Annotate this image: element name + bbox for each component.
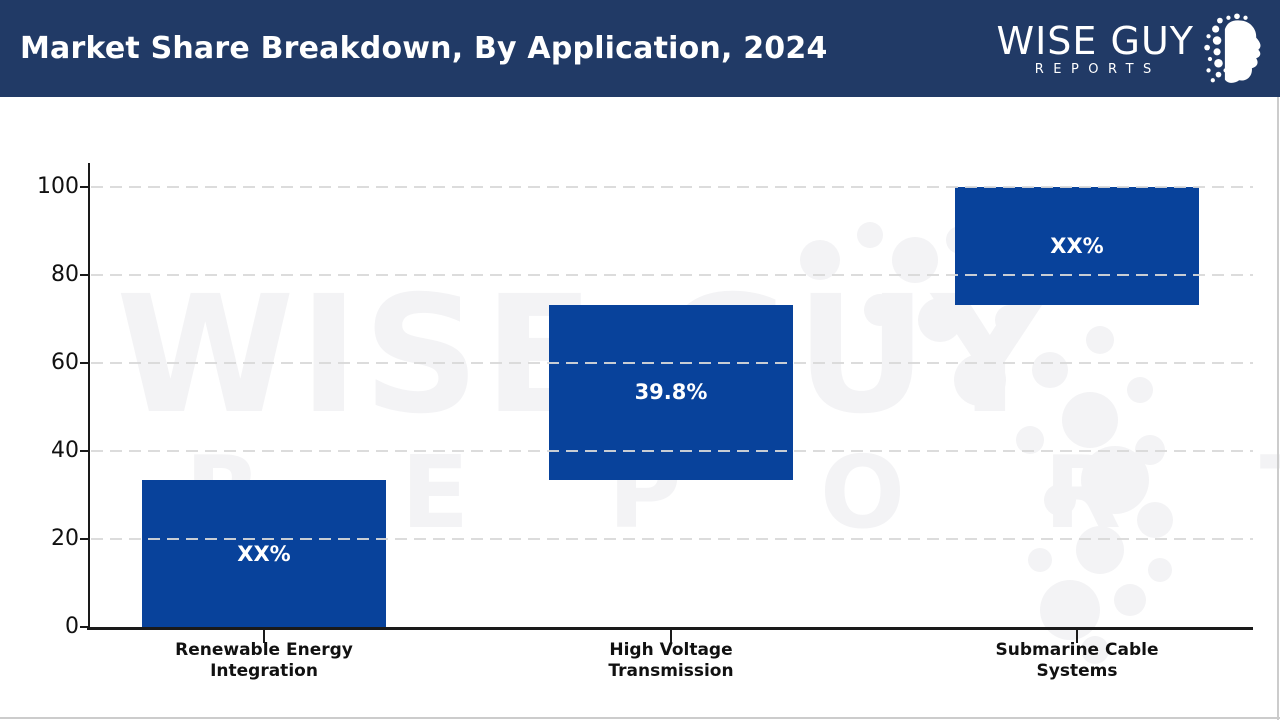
bar-value-label: XX% bbox=[237, 541, 291, 566]
gridline-y100 bbox=[91, 186, 1253, 188]
y-tick-mark bbox=[80, 274, 89, 276]
x-category-label: Renewable Energy Integration bbox=[175, 640, 353, 681]
y-tick-mark bbox=[80, 538, 89, 540]
x-tick-mark bbox=[670, 630, 672, 643]
gridline-y60 bbox=[91, 362, 1253, 364]
y-tick-label: 20 bbox=[51, 526, 79, 551]
brand-name: WISE GUY bbox=[996, 18, 1194, 63]
x-category-label: Submarine Cable Systems bbox=[995, 640, 1159, 681]
y-tick-mark bbox=[80, 186, 89, 188]
y-tick-label: 100 bbox=[37, 174, 79, 199]
image-border-right bbox=[1277, 97, 1279, 720]
x-tick-mark bbox=[1076, 630, 1078, 643]
gridline-y80 bbox=[91, 274, 1253, 276]
x-category-label: High Voltage Transmission bbox=[608, 640, 734, 681]
page-title: Market Share Breakdown, By Application, … bbox=[20, 31, 828, 66]
gridline-y40 bbox=[91, 450, 1253, 452]
bar-value-label: XX% bbox=[1050, 233, 1104, 258]
y-tick-mark bbox=[80, 362, 89, 364]
image-border-bottom bbox=[0, 717, 1280, 719]
y-tick-mark bbox=[80, 626, 89, 628]
x-axis-spine bbox=[87, 627, 1253, 630]
bar-segment[interactable]: XX% bbox=[142, 480, 386, 627]
y-axis-spine bbox=[88, 163, 90, 630]
header-bar: Market Share Breakdown, By Application, … bbox=[0, 0, 1280, 97]
bar-segment[interactable]: 39.8% bbox=[549, 304, 793, 481]
y-tick-label: 60 bbox=[51, 350, 79, 375]
y-tick-label: 80 bbox=[51, 262, 79, 287]
brand-subname: REPORTS bbox=[1034, 61, 1161, 77]
brand-logo-text: WISE GUY REPORTS bbox=[997, 21, 1194, 78]
gridline-y20 bbox=[91, 538, 1253, 540]
logo-face-icon bbox=[1204, 13, 1261, 83]
y-tick-mark bbox=[80, 450, 89, 452]
bar-segment[interactable]: XX% bbox=[955, 187, 1199, 305]
brand-logo: WISE GUY REPORTS bbox=[997, 6, 1264, 92]
x-tick-mark bbox=[263, 630, 265, 643]
y-tick-label: 40 bbox=[51, 438, 79, 463]
y-tick-label: 0 bbox=[65, 614, 79, 639]
bar-value-label: 39.8% bbox=[634, 380, 708, 405]
